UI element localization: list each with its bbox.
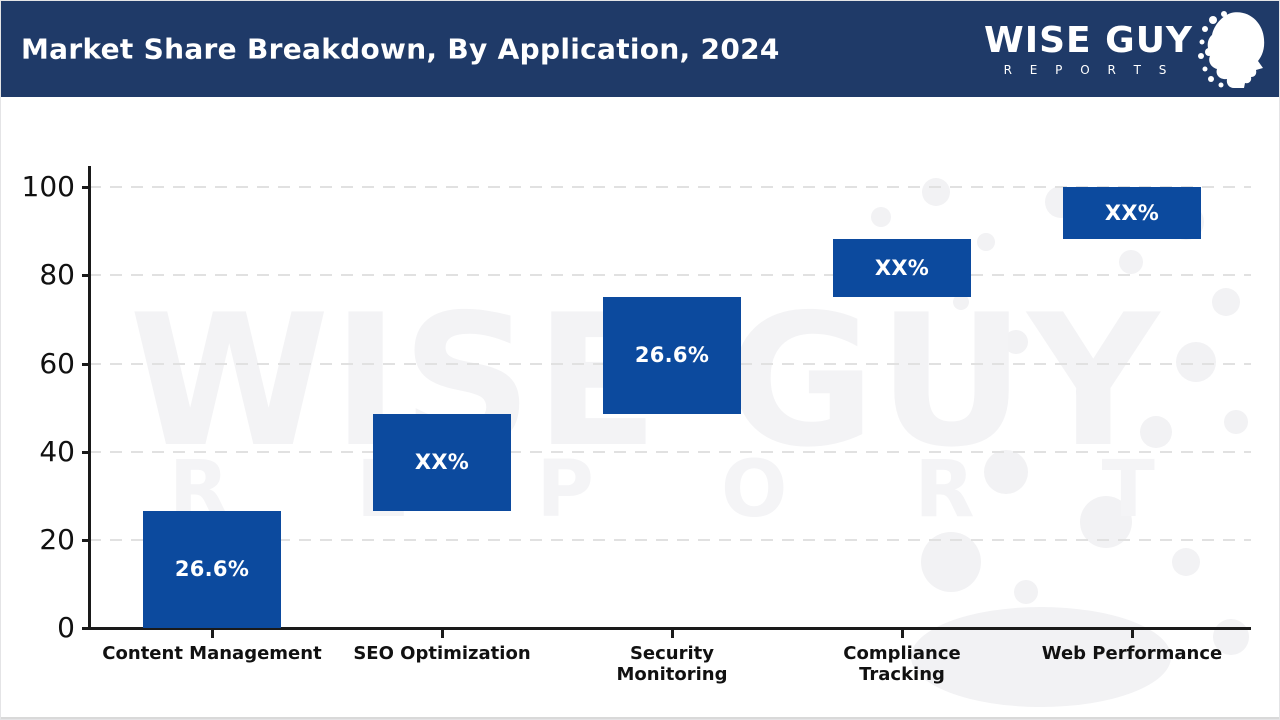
y-tick: [82, 362, 89, 366]
y-tick-label: 20: [39, 522, 75, 556]
header-bar: Market Share Breakdown, By Application, …: [1, 1, 1279, 97]
bar-value-label: XX%: [1104, 201, 1160, 226]
y-tick: [82, 186, 89, 190]
page-title: Market Share Breakdown, By Application, …: [21, 32, 780, 66]
x-tick: [671, 630, 674, 638]
bar-content-management: 26.6%: [143, 510, 281, 628]
y-tick-label: 100: [21, 170, 75, 204]
watermark-subtext: R E P O R T S: [169, 445, 1280, 535]
bottom-divider: [1, 717, 1279, 719]
gridline-y40: [89, 450, 1251, 453]
x-tick-label-web-performance: Web Performance: [1041, 643, 1223, 664]
logo-title: WISE GUY: [983, 20, 1193, 61]
dotted-face-icon: [1198, 11, 1265, 88]
gridline-y20: [89, 538, 1251, 541]
x-tick: [211, 630, 214, 638]
y-tick-label: 0: [57, 611, 75, 644]
logo-subtitle: R E P O R T S: [1003, 63, 1174, 77]
gridline-y100: [89, 186, 1251, 189]
bar-value-label: XX%: [414, 450, 470, 475]
bar-compliance-tracking: XX%: [833, 239, 971, 297]
x-tick-label-content-management: Content Management: [102, 643, 322, 664]
x-tick: [1131, 630, 1134, 638]
x-tick-label-security-monitoring: Security Monitoring: [616, 643, 728, 685]
bar-value-label: 26.6%: [174, 557, 250, 582]
x-tick: [901, 630, 904, 638]
bar-value-label: 26.6%: [634, 343, 710, 368]
x-tick-label-compliance-tracking: Compliance Tracking: [843, 643, 961, 685]
bar-value-label: XX%: [874, 255, 930, 280]
y-tick: [82, 450, 89, 454]
y-tick-label: 40: [39, 434, 75, 468]
bar-web-performance: XX%: [1063, 187, 1201, 240]
y-tick-label: 80: [39, 258, 75, 292]
y-tick: [82, 274, 89, 278]
wise-guy-logo: WISE GUY R E P O R T S: [984, 9, 1267, 89]
bar-seo-optimization: XX%: [373, 413, 511, 511]
x-tick-label-seo-optimization: SEO Optimization: [353, 643, 531, 664]
y-tick-label: 60: [39, 346, 75, 380]
logo-text: WISE GUY R E P O R T S: [983, 20, 1193, 78]
watermark-face-dots: [871, 178, 1249, 707]
y-axis-line: [88, 166, 91, 630]
y-tick: [82, 538, 89, 542]
bar-security-monitoring: 26.6%: [603, 296, 741, 414]
gridline-y80: [89, 274, 1251, 277]
chart-area: WISE GUY R E P O R T S 0 20 40 60 80 100 26.6…: [1, 97, 1279, 719]
x-tick: [441, 630, 444, 638]
x-axis-line: [82, 627, 1251, 630]
